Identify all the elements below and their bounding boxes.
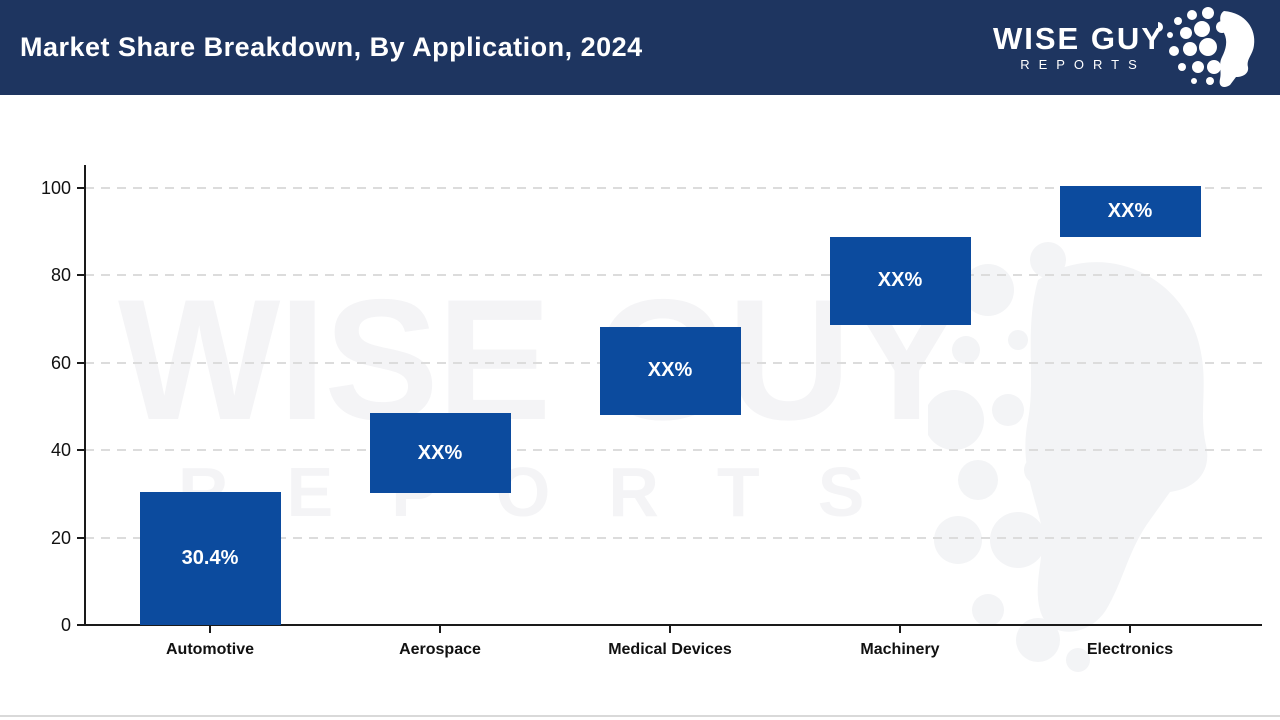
y-tick-0 — [77, 624, 84, 626]
bar-value-label: XX% — [1107, 200, 1153, 223]
gridline-20 — [85, 536, 1262, 539]
x-category-label-4: Electronics — [1086, 641, 1174, 658]
bottom-divider — [0, 715, 1280, 717]
x-category-label-3: Machinery — [860, 641, 940, 658]
x-axis-line — [84, 624, 1262, 626]
x-tick-0 — [209, 626, 211, 633]
header: Market Share Breakdown, By Application, … — [0, 0, 1280, 95]
bar-aerospace: XX% — [369, 413, 511, 493]
x-category-label-1: Aerospace — [399, 641, 481, 658]
y-tick-60 — [77, 361, 84, 364]
chart-title: Market Share Breakdown, By Application, … — [20, 32, 643, 62]
y-tick-label-60: 60 — [50, 352, 71, 373]
x-tick-1 — [439, 626, 441, 633]
logo-subtext: REPORTS — [1020, 56, 1146, 72]
y-tick-label-100: 100 — [40, 177, 71, 198]
logo-wordmark: WISE GUY — [992, 20, 1164, 56]
bar-value-label: XX% — [417, 441, 463, 464]
logo-face-icon — [1158, 6, 1255, 87]
x-category-label-0: Automotive — [166, 641, 254, 658]
y-axis-line — [84, 165, 86, 626]
x-tick-2 — [669, 626, 671, 633]
bar-machinery: XX% — [829, 236, 971, 325]
y-tick-20 — [77, 536, 84, 539]
y-tick-100 — [77, 186, 84, 189]
gridline-100 — [85, 186, 1262, 189]
bar-medical-devices: XX% — [599, 326, 741, 415]
x-tick-3 — [899, 626, 901, 633]
y-tick-label-20: 20 — [50, 527, 71, 548]
bar-electronics: XX% — [1059, 186, 1201, 237]
y-tick-80 — [77, 274, 84, 276]
bar-value-label: 30.4% — [181, 547, 239, 569]
y-tick-label-40: 40 — [50, 440, 71, 460]
gridline-40 — [85, 449, 1262, 451]
wiseguy-logo: WISE GUY REPORTS — [993, 5, 1262, 91]
y-tick-label-80: 80 — [50, 265, 71, 285]
y-tick-label-0: 0 — [60, 615, 71, 635]
x-category-label-2: Medical Devices — [608, 641, 732, 658]
gridline-80 — [85, 274, 1262, 276]
bar-automotive: 30.4% — [139, 492, 281, 625]
bar-value-label: XX% — [877, 269, 923, 292]
bar-value-label: XX% — [647, 359, 693, 382]
x-tick-4 — [1129, 626, 1131, 633]
y-tick-40 — [77, 449, 84, 451]
